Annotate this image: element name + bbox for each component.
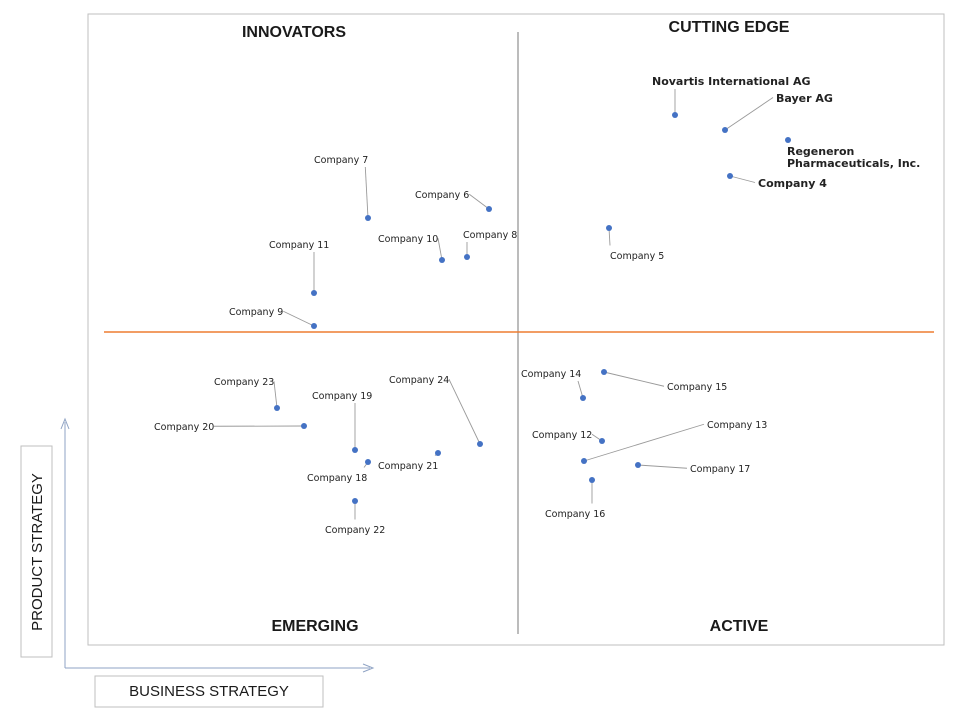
point-label-line: Company 10 (378, 234, 438, 245)
point-label-novartis-international-ag: Novartis International AG (652, 75, 811, 88)
quadrant-title-cutting-edge: CUTTING EDGE (669, 19, 790, 36)
point-label-company-13: Company 13 (707, 420, 767, 431)
data-point-company-5[interactable] (606, 225, 612, 231)
leader-line-company-17 (637, 464, 688, 469)
y-axis-title-box (20, 445, 53, 658)
point-label-line: Company 15 (667, 382, 727, 393)
point-label-line: Company 12 (532, 430, 592, 441)
point-label-company-8: Company 8 (463, 230, 517, 241)
point-label-company-10: Company 10 (378, 234, 438, 245)
data-point-company-12[interactable] (599, 438, 605, 444)
x-axis-title-box (94, 675, 324, 708)
data-point-company-15[interactable] (601, 369, 607, 375)
point-label-line: Company 11 (269, 240, 329, 251)
leader-line-bayer-ag (724, 97, 774, 131)
company-points-layer: Novartis International AG Bayer AG Regener… (154, 75, 920, 536)
point-label-bayer-ag: Bayer AG (776, 92, 833, 105)
point-label-company-5: Company 5 (610, 251, 664, 262)
point-label-company-20: Company 20 (154, 422, 214, 433)
leader-line-company-24 (448, 379, 481, 445)
point-label-line: Company 9 (229, 307, 283, 318)
point-label-company-9: Company 9 (229, 307, 283, 318)
data-point-company-17[interactable] (635, 462, 641, 468)
point-label-line: Company 17 (690, 464, 750, 475)
point-label-line: Company 7 (314, 155, 368, 166)
point-label-line: Company 22 (325, 525, 385, 536)
quadrant-title-active: ACTIVE (710, 618, 769, 635)
data-point-company-23[interactable] (274, 405, 280, 411)
point-label-company-18: Company 18 (307, 473, 367, 484)
data-point-company-18[interactable] (365, 459, 371, 465)
leader-line-company-23 (273, 381, 278, 409)
point-label-line: Bayer AG (776, 92, 833, 105)
point-label-company-15: Company 15 (667, 382, 727, 393)
point-label-line: Company 18 (307, 473, 367, 484)
data-point-company-20[interactable] (301, 423, 307, 429)
leader-line-company-4 (729, 175, 756, 183)
point-label-company-22: Company 22 (325, 525, 385, 536)
point-label-company-14: Company 14 (521, 369, 581, 380)
point-label-line: Novartis International AG (652, 75, 811, 88)
point-label-company-11: Company 11 (269, 240, 329, 251)
data-point-company-24[interactable] (477, 441, 483, 447)
point-label-line: Company 21 (378, 461, 438, 472)
quadrant-title-emerging: EMERGING (271, 618, 358, 635)
point-label-company-17: Company 17 (690, 464, 750, 475)
data-point-company-14[interactable] (580, 395, 586, 401)
data-point-novartis-international-ag[interactable] (672, 112, 678, 118)
point-label-company-23: Company 23 (214, 377, 274, 388)
data-point-company-13[interactable] (581, 458, 587, 464)
point-label-company-6: Company 6 (415, 190, 469, 201)
point-label-line: Regeneron (787, 145, 854, 158)
point-label-line: Company 19 (312, 391, 372, 402)
data-point-company-11[interactable] (311, 290, 317, 296)
data-point-company-9[interactable] (311, 323, 317, 329)
data-point-company-19[interactable] (352, 447, 358, 453)
data-point-company-22[interactable] (352, 498, 358, 504)
point-label-company-12: Company 12 (532, 430, 592, 441)
data-point-company-16[interactable] (589, 477, 595, 483)
data-point-company-10[interactable] (439, 257, 445, 263)
point-label-line: Company 6 (415, 190, 469, 201)
x-axis-arrowhead (362, 663, 375, 673)
point-label-line: Company 5 (610, 251, 664, 262)
point-label-company-24: Company 24 (389, 375, 449, 386)
point-label-company-4: Company 4 (758, 177, 827, 190)
point-label-company-19: Company 19 (312, 391, 372, 402)
y-axis-arrowhead (60, 417, 70, 430)
point-label-line: Company 16 (545, 509, 605, 520)
quadrant-title-innovators: INNOVATORS (242, 24, 346, 41)
data-point-bayer-ag[interactable] (722, 127, 728, 133)
point-label-company-16: Company 16 (545, 509, 605, 520)
data-point-company-8[interactable] (464, 254, 470, 260)
point-label-company-21: Company 21 (378, 461, 438, 472)
data-point-regeneron[interactable] (785, 137, 791, 143)
point-label-line: Company 14 (521, 369, 581, 380)
data-point-company-7[interactable] (365, 215, 371, 221)
point-label-line: Pharmaceuticals, Inc. (787, 157, 920, 170)
leader-line-company-7 (364, 166, 369, 219)
point-label-line: Company 4 (758, 177, 827, 190)
point-label-line: Company 23 (214, 377, 274, 388)
y-axis-title: PRODUCT STRATEGY (29, 473, 46, 631)
data-point-company-21[interactable] (435, 450, 441, 456)
point-label-line: Company 24 (389, 375, 449, 386)
point-label-line: Company 13 (707, 420, 767, 431)
point-label-company-7: Company 7 (314, 155, 368, 166)
chart-frame (87, 13, 945, 646)
point-label-line: Company 8 (463, 230, 517, 241)
x-axis-title: BUSINESS STRATEGY (129, 683, 289, 700)
leader-line-company-6 (469, 193, 490, 210)
leader-line-company-13 (583, 423, 705, 462)
leader-line-company-10 (437, 238, 443, 261)
point-label-line: Company 20 (154, 422, 214, 433)
leader-line-company-15 (603, 371, 665, 387)
point-label-regeneron: Regeneron Pharmaceuticals, Inc. (787, 145, 920, 170)
data-point-company-6[interactable] (486, 206, 492, 212)
data-point-company-4[interactable] (727, 173, 733, 179)
leader-line-company-9 (283, 310, 315, 327)
